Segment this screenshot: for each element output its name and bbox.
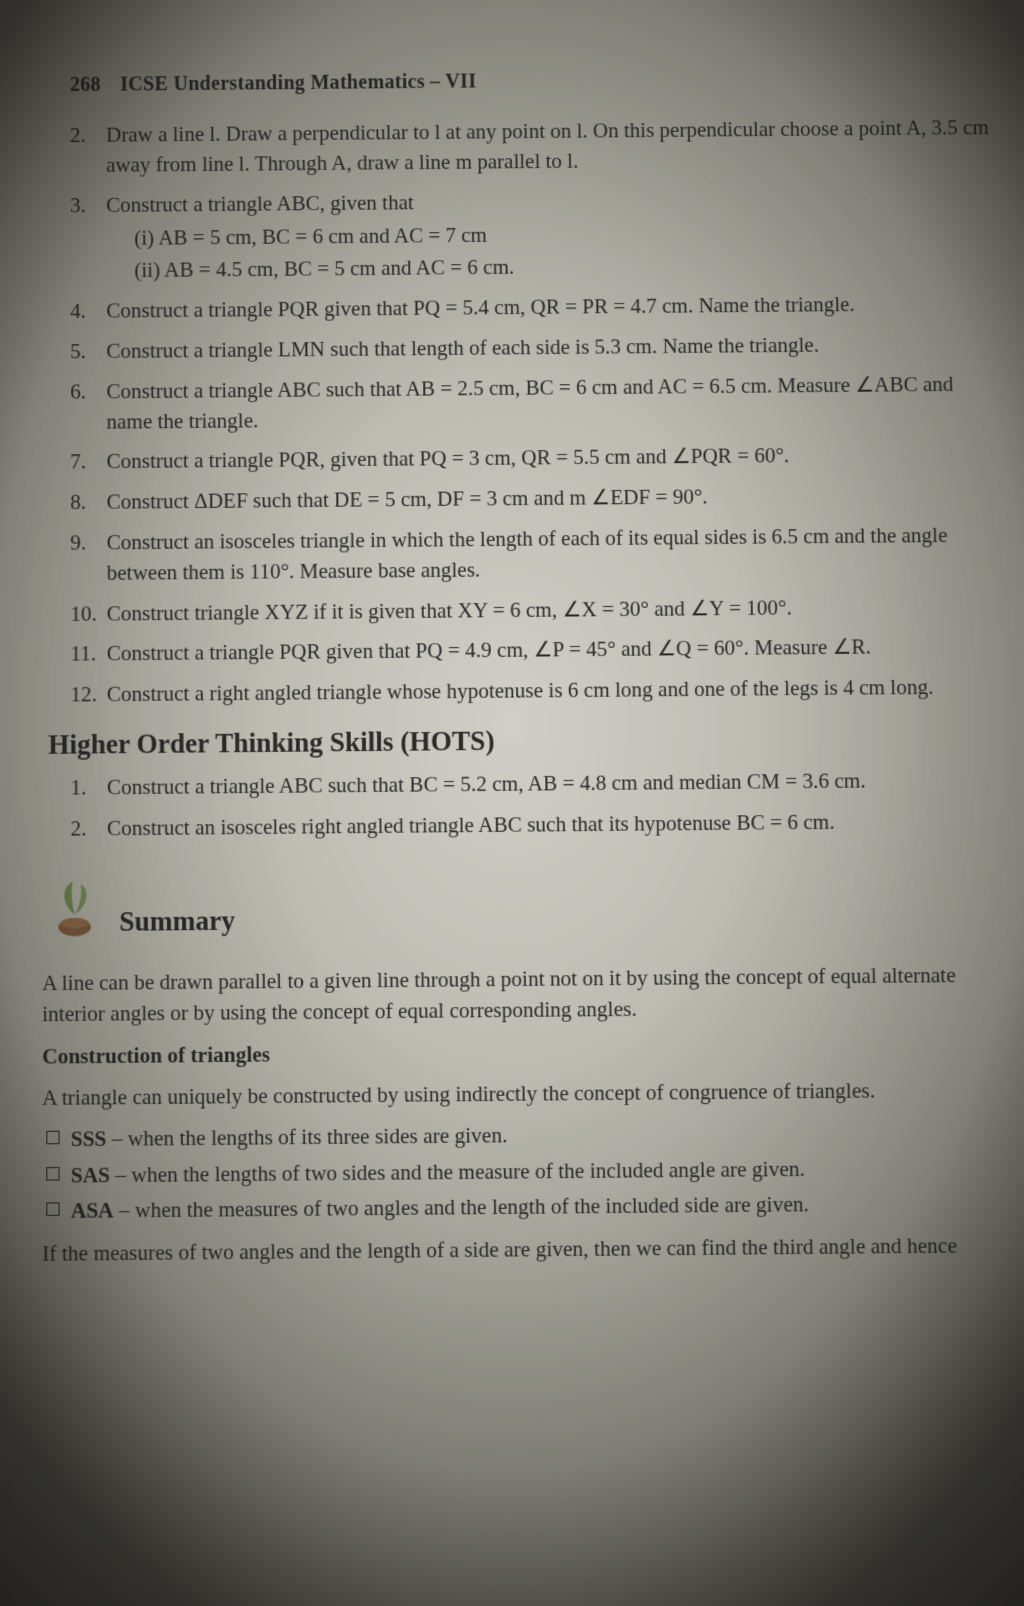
question-item: 6. Construct a triangle ABC such that AB… [70,369,996,437]
q-number: 10. [70,599,97,630]
q-text: Construct ΔDEF such that DE = 5 cm, DF =… [107,484,708,514]
q-number: 5. [70,337,86,367]
q-number: 4. [70,297,86,327]
q-text: Construct a triangle ABC such that AB = … [106,371,953,433]
summary-body: A line can be drawn parallel to a given … [42,959,1010,1270]
q-sub-item: (ii) AB = 4.5 cm, BC = 5 cm and AC = 6 c… [134,249,993,287]
q-text: Construct a triangle PQR given that PQ =… [106,292,855,323]
bullet-label: SSS [71,1127,107,1152]
q-text: Construct a triangle PQR given that PQ =… [107,635,871,666]
question-list: 2. Draw a line l. Draw a perpendicular t… [70,113,1001,711]
page-number: 268 [70,74,101,96]
summary-footer: If the measures of two angles and the le… [42,1229,1010,1269]
question-item: 12. Construct a right angled triangle wh… [70,672,1000,711]
summary-bullets: SSS – when the lengths of its three side… [42,1115,1009,1227]
summary-para: A triangle can uniquely be constructed b… [42,1074,1007,1114]
question-item: 11. Construct a triangle PQR given that … [70,631,1000,670]
q-sublist: (i) AB = 5 cm, BC = 6 cm and AC = 7 cm (… [106,217,993,287]
question-item: 5. Construct a triangle LMN such that le… [70,329,995,367]
q-text: Draw a line l. Draw a perpendicular to l… [106,115,989,177]
q-text: Construct a right angled triangle whose … [107,675,934,707]
hots-list: 1. Construct a triangle ABC such that BC… [70,765,1002,845]
q-number: 3. [70,191,86,221]
hots-item: 2. Construct an isosceles right angled t… [71,806,1003,845]
q-number: 1. [70,773,86,804]
bullet-text: – when the measures of two angles and th… [114,1192,809,1223]
book-title: ICSE Understanding Mathematics – VII [120,70,476,95]
bullet-item: SSS – when the lengths of its three side… [42,1115,1008,1155]
question-item: 2. Draw a line l. Draw a perpendicular t… [70,113,992,181]
q-number: 11. [70,639,96,670]
q-sub-item: (i) AB = 5 cm, BC = 6 cm and AC = 7 cm [134,217,993,254]
q-number: 6. [70,377,86,407]
bullet-text: – when the lengths of its three sides ar… [106,1123,507,1151]
q-text: Construct a triangle PQR, given that PQ … [106,443,789,473]
q-text: Construct a triangle LMN such that lengt… [106,332,819,362]
q-text: Construct an isosceles triangle in which… [107,523,948,585]
bullet-item: ASA – when the measures of two angles an… [42,1187,1009,1227]
q-number: 8. [70,488,86,518]
question-item: 3. Construct a triangle ABC, given that … [70,183,993,287]
q-text: Construct a triangle ABC such that BC = … [107,768,866,799]
bullet-label: ASA [71,1198,114,1223]
summary-block: Summary A line can be drawn parallel to … [42,865,1010,1269]
plant-icon [42,873,107,945]
bullet-item: SAS – when the lengths of two sides and … [42,1151,1008,1191]
textbook-page: 268 ICSE Understanding Mathematics – VII… [70,66,1010,1279]
question-item: 10. Construct triangle XYZ if it is give… [70,591,999,630]
hots-heading: Higher Order Thinking Skills (HOTS) [48,721,1001,761]
summary-para: A line can be drawn parallel to a given … [42,959,1006,1030]
bullet-label: SAS [71,1162,110,1187]
question-item: 9. Construct an isosceles triangle in wh… [70,520,998,589]
summary-subhead: Construction of triangles [42,1032,1006,1072]
q-number: 9. [70,528,86,558]
question-item: 8. Construct ΔDEF such that DE = 5 cm, D… [70,480,997,518]
q-number: 7. [70,447,86,477]
question-item: 7. Construct a triangle PQR, given that … [70,439,996,477]
q-text: Construct an isosceles right angled tria… [107,809,835,840]
summary-heading: Summary [119,905,235,944]
question-item: 4. Construct a triangle PQR given that P… [70,289,994,327]
q-number: 2. [71,814,87,845]
bullet-text: – when the lengths of two sides and the … [110,1156,805,1187]
q-text: Construct a triangle ABC, given that [106,190,414,217]
q-number: 2. [70,121,86,151]
page-header: 268 ICSE Understanding Mathematics – VII [70,66,990,97]
q-text: Construct triangle XYZ if it is given th… [107,595,792,625]
hots-item: 1. Construct a triangle ABC such that BC… [70,765,1002,804]
q-number: 12. [70,680,97,711]
